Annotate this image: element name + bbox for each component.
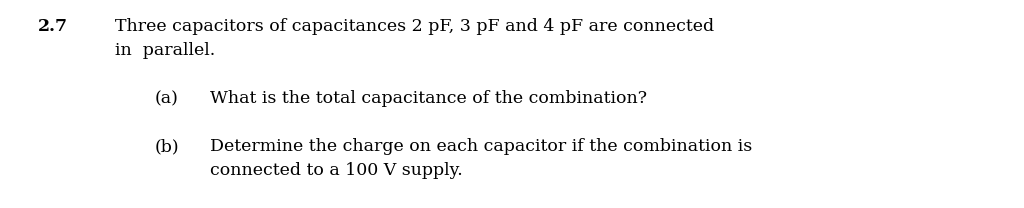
Text: (a): (a) bbox=[155, 90, 179, 107]
Text: What is the total capacitance of the combination?: What is the total capacitance of the com… bbox=[210, 90, 647, 107]
Text: 2.7: 2.7 bbox=[38, 18, 69, 35]
Text: (b): (b) bbox=[155, 138, 179, 155]
Text: Three capacitors of capacitances 2 pF, 3 pF and 4 pF are connected: Three capacitors of capacitances 2 pF, 3… bbox=[115, 18, 714, 35]
Text: Determine the charge on each capacitor if the combination is: Determine the charge on each capacitor i… bbox=[210, 138, 753, 155]
Text: in  parallel.: in parallel. bbox=[115, 42, 215, 59]
Text: connected to a 100 V supply.: connected to a 100 V supply. bbox=[210, 162, 463, 179]
